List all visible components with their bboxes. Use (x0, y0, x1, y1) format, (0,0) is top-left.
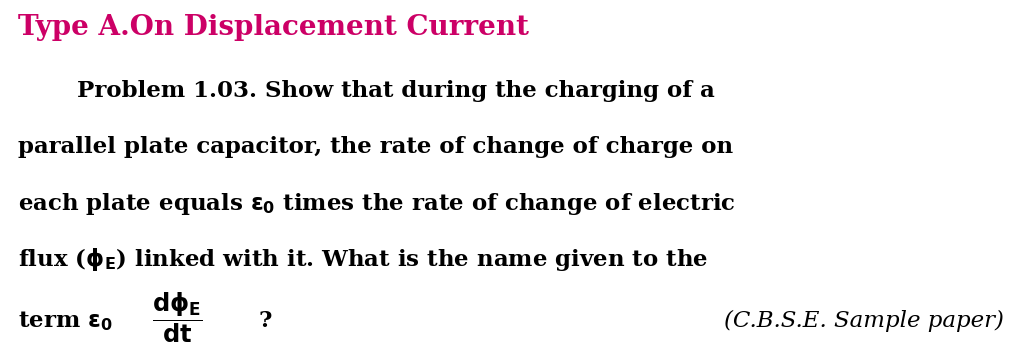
Text: Type A.On Displacement Current: Type A.On Displacement Current (18, 14, 529, 41)
Text: parallel plate capacitor, the rate of change of charge on: parallel plate capacitor, the rate of ch… (18, 136, 733, 158)
Text: flux ($\mathbf{\phi_E}$) linked with it. What is the name given to the: flux ($\mathbf{\phi_E}$) linked with it.… (18, 246, 709, 273)
Text: each plate equals $\mathbf{\varepsilon_0}$ times the rate of change of electric: each plate equals $\mathbf{\varepsilon_0… (18, 191, 736, 217)
Text: ?: ? (258, 310, 271, 332)
Text: (C.B.S.E. Sample paper): (C.B.S.E. Sample paper) (724, 310, 1004, 332)
Text: $\mathbf{\dfrac{d\phi_E}{dt}}$: $\mathbf{\dfrac{d\phi_E}{dt}}$ (152, 290, 203, 345)
Text: Problem 1.03. Show that during the charging of a: Problem 1.03. Show that during the charg… (77, 80, 715, 102)
Text: term $\mathbf{\varepsilon_0}$: term $\mathbf{\varepsilon_0}$ (18, 309, 113, 333)
